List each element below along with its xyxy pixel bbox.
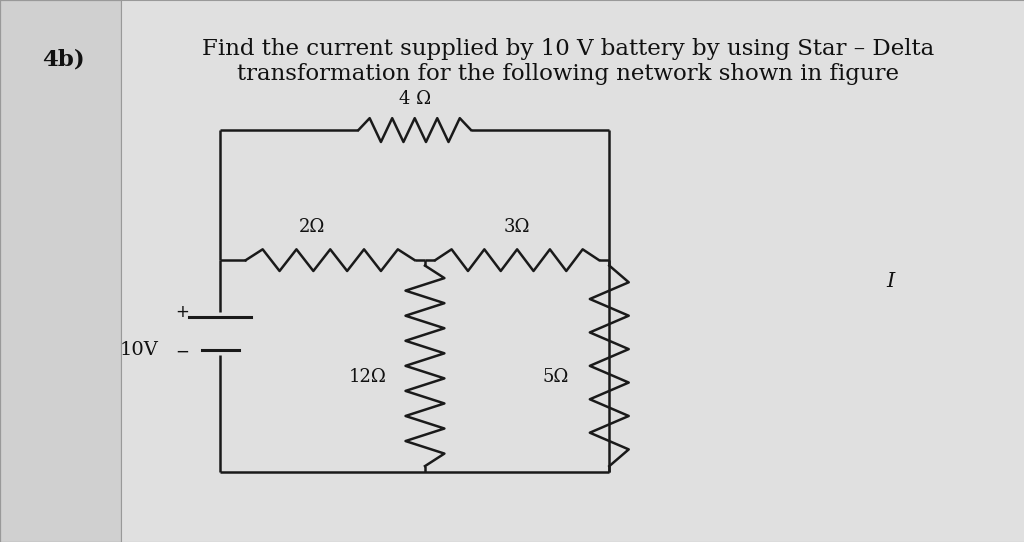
Bar [0, 0, 121, 542]
Text: 2Ω: 2Ω [299, 218, 326, 236]
Text: 3Ω: 3Ω [504, 218, 530, 236]
Text: I: I [887, 272, 895, 292]
Text: −: − [175, 342, 189, 360]
Text: 5Ω: 5Ω [543, 367, 569, 386]
Text: 10V: 10V [120, 340, 159, 359]
Text: Find the current supplied by 10 V battery by using Star – Delta
transformation f: Find the current supplied by 10 V batter… [202, 38, 935, 85]
Text: +: + [175, 302, 189, 321]
Bar [121, 0, 1024, 542]
Text: 4b): 4b) [42, 49, 85, 71]
Text: 12Ω: 12Ω [349, 367, 387, 386]
Text: 4 Ω: 4 Ω [398, 91, 431, 108]
